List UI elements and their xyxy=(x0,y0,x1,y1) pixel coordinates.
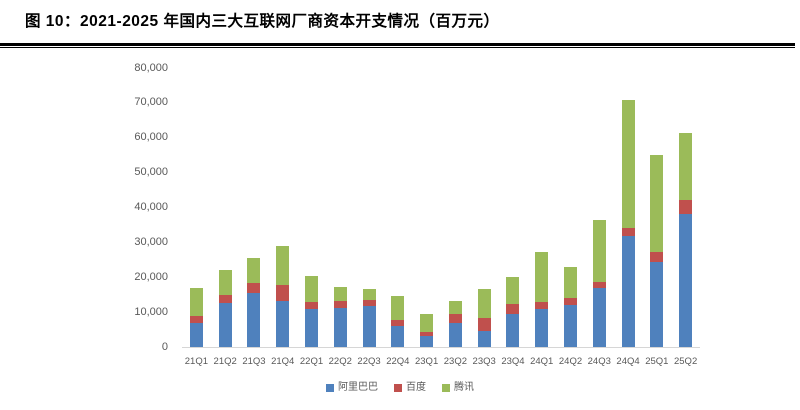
x-axis-tick-label: 22Q3 xyxy=(357,356,381,367)
bar-segment-baidu-23Q1 xyxy=(420,331,434,336)
bar-segment-tencent-24Q1 xyxy=(535,251,549,303)
legend-label-alibaba: 阿里巴巴 xyxy=(338,382,378,393)
bar-segment-alibaba-25Q1 xyxy=(650,261,664,347)
bar-segment-tencent-21Q3 xyxy=(247,257,261,284)
y-axis-tick-label: 20,000 xyxy=(134,270,168,283)
bar-segment-alibaba-22Q4 xyxy=(391,325,405,347)
bar-segment-tencent-21Q4 xyxy=(276,245,290,285)
x-axis-tick-label: 25Q1 xyxy=(645,356,669,367)
bar-segment-alibaba-21Q3 xyxy=(247,293,261,347)
bar-segment-baidu-24Q2 xyxy=(564,297,577,306)
x-axis-tick-label: 23Q4 xyxy=(501,356,525,367)
bar-segment-baidu-22Q3 xyxy=(362,299,376,306)
legend-item-tencent: 腾讯 xyxy=(442,383,474,393)
x-axis-tick-label: 21Q4 xyxy=(271,356,295,367)
bar-segment-alibaba-24Q1 xyxy=(535,309,549,347)
bar-segment-alibaba-21Q4 xyxy=(276,300,290,347)
y-axis-tick-label: 80,000 xyxy=(134,61,168,74)
bar-segment-tencent-22Q1 xyxy=(305,275,318,302)
bar-segment-alibaba-24Q3 xyxy=(592,288,606,347)
title-rule-thick xyxy=(0,43,795,46)
bar-segment-baidu-22Q2 xyxy=(333,300,347,308)
bar-segment-tencent-21Q2 xyxy=(218,270,232,296)
x-axis-tick-label: 21Q1 xyxy=(184,356,208,367)
bar-segment-baidu-21Q4 xyxy=(276,284,290,301)
legend-swatch-alibaba xyxy=(326,384,334,392)
bar-segment-baidu-24Q4 xyxy=(621,228,635,237)
bar-segment-tencent-22Q4 xyxy=(391,296,405,320)
x-axis-tick-label: 22Q4 xyxy=(386,356,410,367)
bar-segment-tencent-23Q2 xyxy=(448,300,462,314)
bar-segment-baidu-25Q1 xyxy=(650,251,664,262)
bar-segment-alibaba-24Q4 xyxy=(621,236,635,347)
bar-segment-alibaba-24Q2 xyxy=(564,305,577,347)
x-axis-tick-label: 21Q3 xyxy=(242,356,266,367)
bar-segment-tencent-22Q3 xyxy=(362,289,376,300)
x-axis-tick-label: 25Q2 xyxy=(673,356,698,367)
bar-segment-baidu-23Q3 xyxy=(477,317,491,331)
bar-segment-tencent-23Q4 xyxy=(506,277,520,305)
bar-segment-baidu-22Q1 xyxy=(305,302,318,309)
bar-segment-baidu-21Q3 xyxy=(247,283,261,294)
x-axis-tick-label: 24Q2 xyxy=(558,356,583,367)
y-axis-tick-label: 10,000 xyxy=(134,305,168,318)
bar-segment-tencent-25Q1 xyxy=(650,155,664,252)
bar-segment-tencent-23Q3 xyxy=(477,289,491,318)
bar-segment-alibaba-21Q1 xyxy=(189,322,203,347)
bar-segment-alibaba-22Q3 xyxy=(362,305,376,347)
bar-segment-alibaba-23Q1 xyxy=(420,335,434,347)
bar-segment-baidu-24Q3 xyxy=(592,282,606,289)
x-axis-tick-label: 22Q1 xyxy=(299,356,324,367)
x-axis-tick-label: 23Q3 xyxy=(472,356,496,367)
x-axis-tick-label: 24Q1 xyxy=(530,356,554,367)
y-axis-tick-label: 30,000 xyxy=(134,235,168,248)
legend-swatch-baidu xyxy=(394,384,402,392)
bar-segment-tencent-25Q2 xyxy=(679,132,693,200)
bar-segment-baidu-21Q1 xyxy=(189,315,203,323)
bar-segment-tencent-24Q2 xyxy=(564,266,577,298)
y-axis-tick-label: 50,000 xyxy=(134,166,168,179)
legend-item-alibaba: 阿里巴巴 xyxy=(326,383,378,393)
bar-segment-baidu-21Q2 xyxy=(218,295,232,304)
title-rule-thin xyxy=(0,47,795,48)
y-axis-tick-label: 0 xyxy=(161,340,168,353)
y-axis-tick-label: 60,000 xyxy=(134,131,168,144)
bar-segment-tencent-21Q1 xyxy=(189,287,203,316)
bar-segment-tencent-24Q3 xyxy=(592,220,606,283)
legend-label-baidu: 百度 xyxy=(406,382,426,393)
x-axis-tick-label: 22Q2 xyxy=(328,356,352,367)
bar-segment-alibaba-25Q2 xyxy=(679,214,693,347)
bar-segment-alibaba-22Q2 xyxy=(333,307,347,347)
legend-item-baidu: 百度 xyxy=(394,383,426,393)
legend-label-tencent: 腾讯 xyxy=(454,382,474,393)
figure-title: 图 10：2021-2025 年国内三大互联网厂商资本开支情况（百万元） xyxy=(25,13,500,30)
x-axis-tick-label: 23Q2 xyxy=(443,356,467,367)
y-axis-tick-label: 40,000 xyxy=(134,201,168,213)
bar-segment-alibaba-23Q4 xyxy=(506,314,520,347)
bar-segment-alibaba-22Q1 xyxy=(305,308,318,347)
x-axis-tick-label: 21Q2 xyxy=(213,356,237,367)
bar-segment-alibaba-21Q2 xyxy=(218,303,232,347)
bar-segment-alibaba-23Q3 xyxy=(477,330,491,347)
bar-segment-tencent-22Q2 xyxy=(333,287,347,301)
legend: 阿里巴巴 百度 腾讯 xyxy=(0,383,800,393)
legend-swatch-tencent xyxy=(442,384,450,392)
x-axis-baseline xyxy=(182,347,700,348)
bar-segment-tencent-24Q4 xyxy=(621,100,635,229)
bar-segment-alibaba-23Q2 xyxy=(448,323,462,347)
bar-segment-baidu-25Q2 xyxy=(679,199,693,215)
capex-stacked-bar-chart: 0 10,000 20,000 30,000 40,000 50,000 60,000 70,… xyxy=(0,50,800,410)
x-axis-tick-label: 23Q1 xyxy=(414,356,439,367)
y-axis-tick-label: 70,000 xyxy=(134,96,168,109)
x-axis-tick-label: 24Q3 xyxy=(587,356,611,367)
bar-segment-baidu-22Q4 xyxy=(391,319,405,326)
bar-segment-tencent-23Q1 xyxy=(420,314,434,332)
bar-segment-baidu-23Q2 xyxy=(448,313,462,324)
x-axis-tick-label: 24Q4 xyxy=(616,356,640,367)
bar-segment-baidu-24Q1 xyxy=(535,302,549,310)
bar-segment-baidu-23Q4 xyxy=(506,304,520,315)
